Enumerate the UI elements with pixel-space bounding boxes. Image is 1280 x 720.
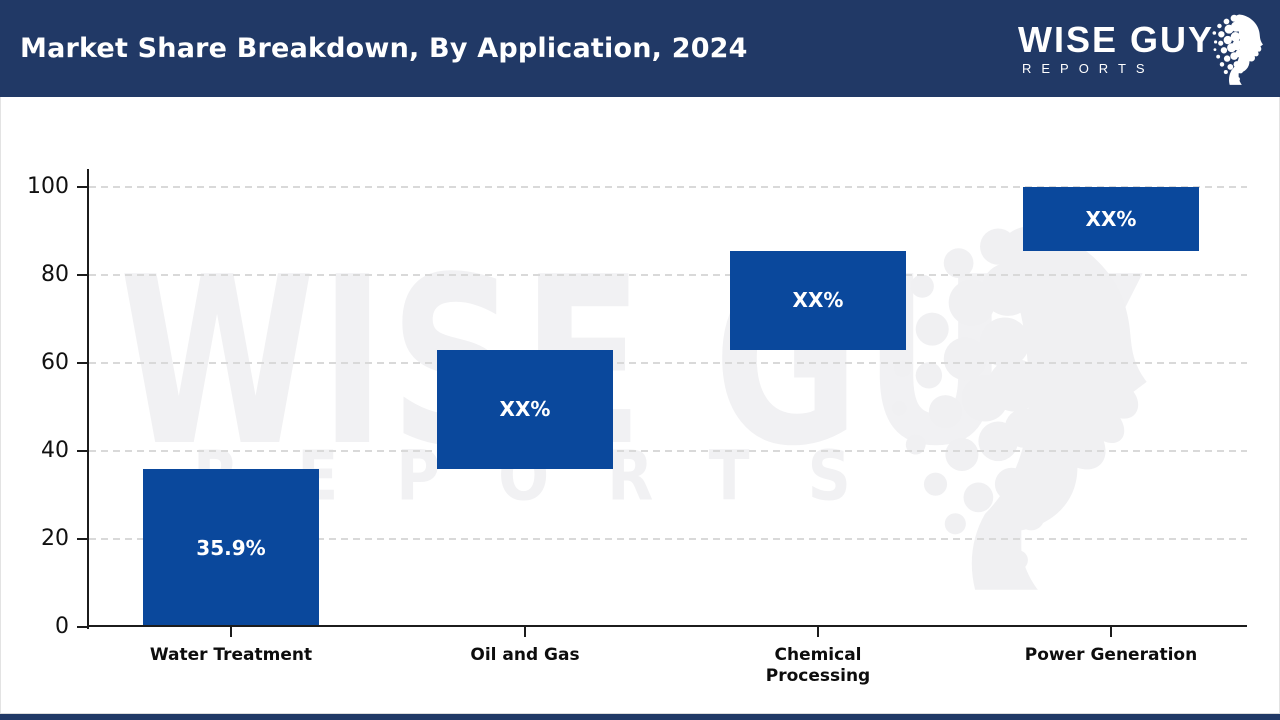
gridline bbox=[89, 538, 1247, 540]
logo-text: WISE GUY REPORTS bbox=[1017, 18, 1214, 76]
wiseguy-face-icon bbox=[1212, 13, 1263, 85]
y-axis-line bbox=[87, 169, 89, 629]
header-bar: Market Share Breakdown, By Application, … bbox=[0, 0, 1280, 97]
y-tick-label: 60 bbox=[41, 350, 69, 375]
gridline bbox=[89, 450, 1247, 452]
bar: XX% bbox=[730, 250, 906, 350]
plot: 0 20 40 60 80 100 35.9% XX% XX% XX% Water Treatmen… bbox=[1, 97, 1279, 713]
y-tick bbox=[77, 274, 87, 276]
y-tick-label: 100 bbox=[27, 174, 69, 199]
chart-title: Market Share Breakdown, By Application, … bbox=[20, 33, 748, 64]
y-tick bbox=[77, 362, 87, 364]
bar: XX% bbox=[437, 349, 613, 470]
y-tick bbox=[77, 450, 87, 452]
x-tick bbox=[524, 627, 526, 637]
y-tick-label: 40 bbox=[41, 438, 69, 463]
chart-area: WISE GUY REPORTS 0 20 40 60 80 100 35.9% bbox=[0, 97, 1280, 713]
bar: XX% bbox=[1023, 187, 1199, 251]
y-tick-label: 0 bbox=[55, 614, 69, 639]
footer-divider bbox=[0, 713, 1280, 714]
y-tick bbox=[77, 626, 87, 628]
bar-value-label: XX% bbox=[499, 397, 551, 422]
bar-value-label: 35.9% bbox=[196, 536, 266, 560]
y-tick bbox=[77, 538, 87, 540]
y-tick-label: 80 bbox=[41, 262, 69, 287]
x-category-label: Chemical Processing bbox=[765, 645, 871, 686]
x-category-label: Power Generation bbox=[1024, 645, 1198, 665]
gridline bbox=[89, 362, 1247, 364]
footer-bar bbox=[0, 714, 1280, 720]
x-tick bbox=[817, 627, 819, 637]
gridline bbox=[89, 274, 1247, 276]
x-tick bbox=[1110, 627, 1112, 637]
x-category-label: Oil and Gas bbox=[470, 645, 580, 665]
y-tick bbox=[77, 186, 87, 188]
bar-value-label: XX% bbox=[792, 288, 844, 313]
x-axis-line bbox=[87, 625, 1247, 627]
bar-value-label: XX% bbox=[1085, 206, 1137, 231]
x-tick bbox=[230, 627, 232, 637]
y-tick-label: 20 bbox=[41, 526, 69, 551]
wiseguy-logo: WISE GUY REPORTS bbox=[1018, 13, 1270, 85]
gridline bbox=[89, 186, 1247, 188]
logo-reports-text: REPORTS bbox=[1021, 60, 1155, 76]
bar: 35.9% bbox=[143, 469, 319, 627]
logo-wiseguy-text: WISE GUY bbox=[1017, 18, 1214, 60]
x-category-label: Water Treatment bbox=[149, 645, 313, 665]
